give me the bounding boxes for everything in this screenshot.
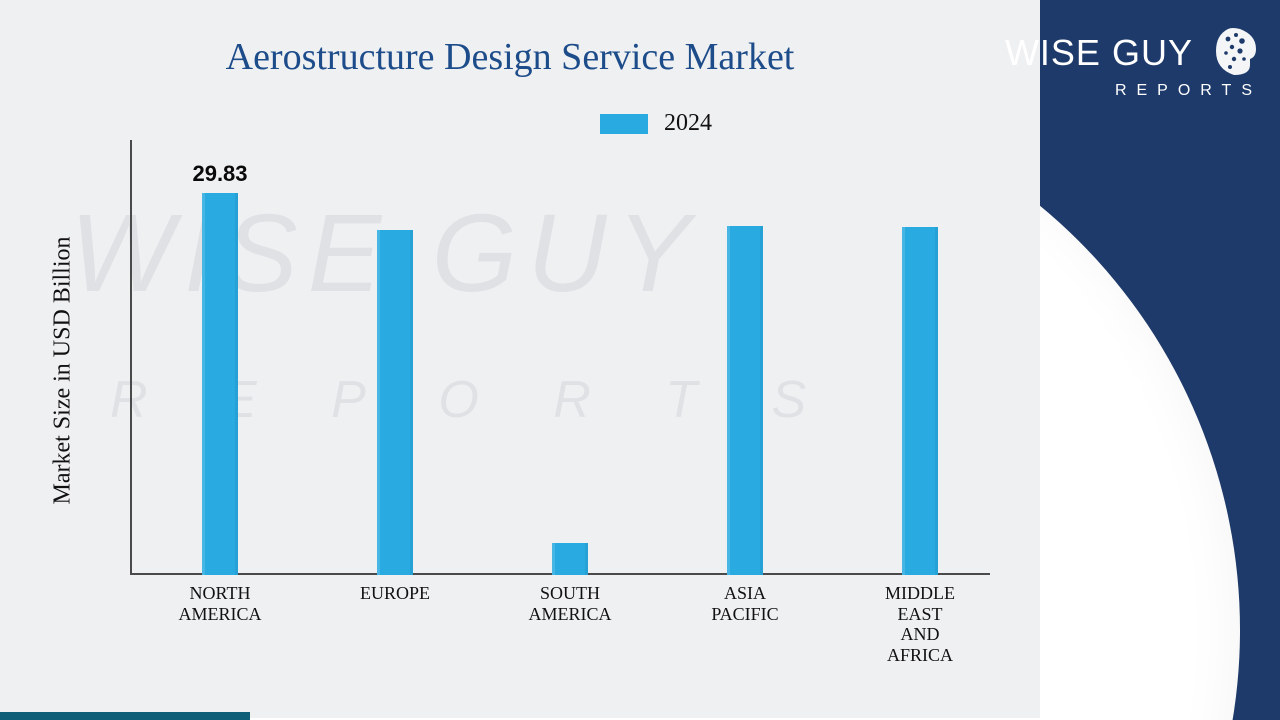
x-axis-category-label: ASIAPACIFIC — [665, 583, 825, 624]
legend-label: 2024 — [664, 110, 712, 137]
x-axis-category-label: EUROPE — [315, 583, 475, 604]
bar-slot: EUROPE — [315, 140, 475, 575]
bar — [552, 543, 588, 575]
x-axis-category-label: NORTHAMERICA — [140, 583, 300, 624]
bar-slot: MIDDLEEASTANDAFRICA — [840, 140, 1000, 575]
bar-slot: ASIAPACIFIC — [665, 140, 825, 575]
legend: 2024 — [600, 110, 712, 137]
bar — [902, 227, 938, 575]
stage: WISE GUY R E P O R T S Aerostructure Des… — [0, 0, 1280, 720]
bar-slot: SOUTHAMERICA — [490, 140, 650, 575]
legend-swatch — [600, 114, 648, 134]
y-axis-label-text: Market Size in USD Billion — [50, 236, 77, 504]
plot-area: 29.83NORTHAMERICAEUROPESOUTHAMERICAASIAP… — [130, 140, 990, 575]
brand-logo: WISE GUY REPORTS — [1005, 25, 1262, 100]
bar-slot: 29.83NORTHAMERICA — [140, 140, 300, 575]
x-axis-category-label: MIDDLEEASTANDAFRICA — [840, 583, 1000, 666]
bar-value-label: 29.83 — [140, 161, 300, 187]
chart-title: Aerostructure Design Service Market — [0, 35, 1020, 79]
brand-word-1: WISE — [1005, 32, 1101, 73]
bar — [377, 230, 413, 575]
bottom-rule — [0, 712, 250, 720]
brand-head-icon — [1210, 25, 1262, 86]
brand-word-2: GUY — [1112, 32, 1193, 73]
x-axis-category-label: SOUTHAMERICA — [490, 583, 650, 624]
bar — [202, 193, 238, 575]
bar-chart: 29.83NORTHAMERICAEUROPESOUTHAMERICAASIAP… — [100, 140, 990, 650]
y-axis-label: Market Size in USD Billion — [48, 160, 78, 580]
bar — [727, 226, 763, 575]
